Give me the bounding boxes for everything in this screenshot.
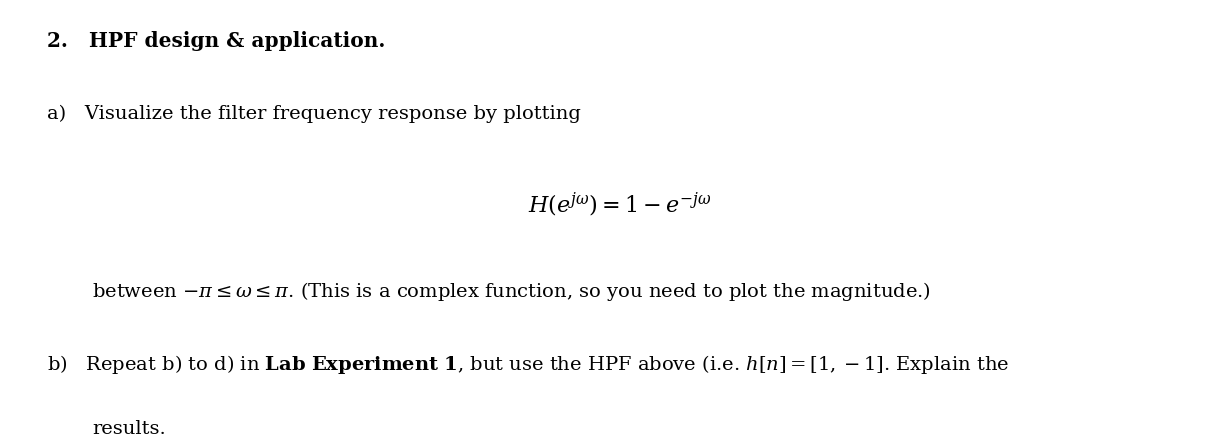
Text: between $-\pi \leq \omega \leq \pi$. (This is a complex function, so you need to: between $-\pi \leq \omega \leq \pi$. (Th… bbox=[92, 280, 932, 304]
Text: b)   Repeat b) to d) in $\mathbf{Lab\ Experiment\ 1}$, but use the HPF above (i.: b) Repeat b) to d) in $\mathbf{Lab\ Expe… bbox=[47, 353, 1009, 376]
Text: a)   Visualize the filter frequency response by plotting: a) Visualize the filter frequency respon… bbox=[47, 105, 580, 124]
Text: $H(e^{j\omega}) = 1 - e^{-j\omega}$: $H(e^{j\omega}) = 1 - e^{-j\omega}$ bbox=[528, 191, 713, 219]
Text: results.: results. bbox=[92, 420, 166, 438]
Text: 2.   HPF design & application.: 2. HPF design & application. bbox=[47, 31, 385, 51]
